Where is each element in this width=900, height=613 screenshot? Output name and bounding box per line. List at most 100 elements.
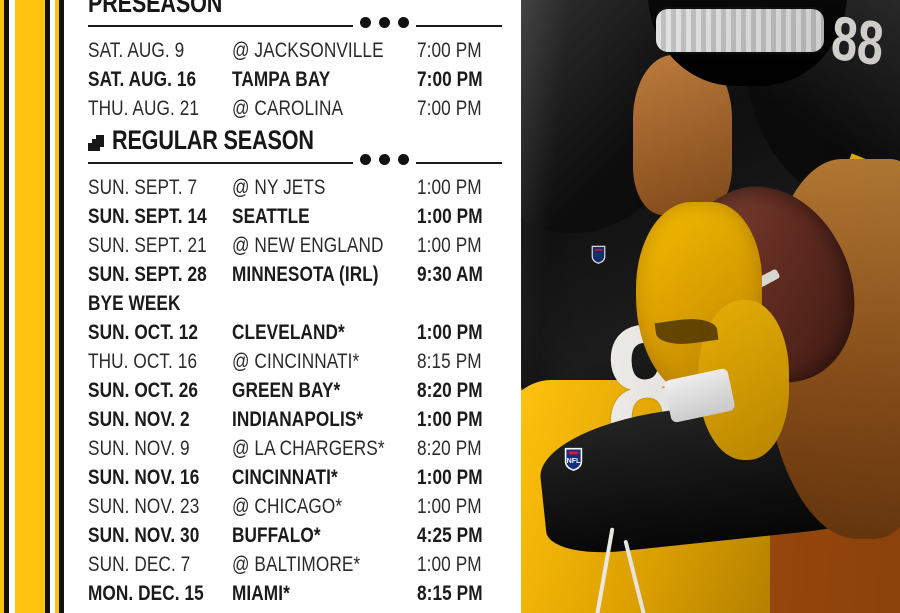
stripe-bar-0 (0, 0, 4, 613)
game-row[interactable]: SUN. NOV. 23 @ CHICAGO* 1:00 PM (72, 492, 518, 521)
nfl-shield-icon (591, 245, 605, 265)
stripe-bar-8 (64, 0, 72, 613)
game-opponent: SEATTLE (232, 205, 310, 228)
divider-dots (353, 17, 416, 28)
game-opponent: BUFFALO* (232, 524, 321, 547)
game-opponent: MIAMI* (232, 582, 290, 605)
stripe-bar-7 (59, 0, 64, 613)
section-title: REGULAR SEASON (112, 125, 314, 155)
game-date: SUN. NOV. 30 (88, 524, 200, 547)
player-action-photo: 88 88 NFL (518, 0, 900, 613)
game-row[interactable]: SUN. SEPT. 7 @ NY JETS 1:00 PM (72, 173, 518, 202)
game-row[interactable]: SAT. AUG. 9 @ JACKSONVILLE 7:00 PM (72, 36, 518, 65)
game-row[interactable]: SUN. OCT. 12 CLEVELAND* 1:00 PM (72, 318, 518, 347)
game-opponent: @ CINCINNATI* (232, 350, 360, 373)
game-date: MON. DEC. 15 (88, 582, 204, 605)
game-row[interactable]: SUN. SEPT. 28 MINNESOTA (IRL) 9:30 AM (72, 260, 518, 289)
game-opponent: @ NY JETS (232, 176, 326, 199)
game-time: 8:15 PM (417, 350, 482, 373)
game-row[interactable]: SUN. NOV. 9 @ LA CHARGERS* 8:20 PM (72, 434, 518, 463)
game-time: 1:00 PM (417, 408, 483, 431)
game-time: 7:00 PM (417, 97, 482, 120)
game-date: BYE WEEK (88, 292, 181, 315)
game-row[interactable]: SUN. DEC. 7 @ BALTIMORE* 1:00 PM (72, 550, 518, 579)
game-time: 4:25 PM (417, 524, 483, 547)
game-opponent: MINNESOTA (IRL) (232, 263, 379, 286)
left-edge-stripe-band (0, 0, 72, 613)
game-row[interactable]: SAT. AUG. 16 TAMPA BAY 7:00 PM (72, 65, 518, 94)
game-time: 1:00 PM (417, 495, 482, 518)
game-row[interactable]: SUN. SEPT. 21 @ NEW ENGLAND 1:00 PM (72, 231, 518, 260)
game-time: 1:00 PM (417, 176, 482, 199)
game-row[interactable]: MON. DEC. 15 MIAMI* 8:15 PM (72, 579, 518, 608)
game-date: THU. OCT. 16 (88, 350, 198, 373)
section-divider (88, 154, 502, 169)
divider-dots (353, 154, 416, 165)
game-opponent: @ JACKSONVILLE (232, 39, 384, 62)
game-date: SUN. NOV. 2 (88, 408, 190, 431)
game-date: SUN. SEPT. 7 (88, 176, 198, 199)
game-opponent: CINCINNATI* (232, 466, 338, 489)
game-row[interactable]: SUN. NOV. 2 INDIANAPOLIS* 1:00 PM (72, 405, 518, 434)
game-date: SUN. SEPT. 14 (88, 205, 207, 228)
game-date: SUN. NOV. 16 (88, 466, 200, 489)
section-regular-season: REGULAR SEASON SUN. SEPT. 7 @ NY JETS 1:00 … (72, 123, 518, 608)
stripe-bar-6 (55, 0, 59, 613)
game-row[interactable]: SUN. NOV. 30 BUFFALO* 4:25 PM (72, 521, 518, 550)
divider-dot (360, 17, 371, 28)
game-date: SUN. NOV. 23 (88, 495, 200, 518)
section-header-preseason: PRESEASON (72, 0, 518, 20)
section-header-regular-season: REGULAR SEASON (72, 123, 518, 157)
divider-dot (379, 154, 390, 165)
game-time: 1:00 PM (417, 553, 482, 576)
game-opponent: INDIANAPOLIS* (232, 408, 364, 431)
divider-dot (379, 17, 390, 28)
stripe-bar-1 (4, 0, 9, 613)
game-opponent: @ BALTIMORE* (232, 553, 361, 576)
game-list-regular-season: SUN. SEPT. 7 @ NY JETS 1:00 PM SUN. SEPT. 1… (72, 173, 518, 608)
game-opponent: @ CAROLINA (232, 97, 344, 120)
game-date: SUN. NOV. 9 (88, 437, 190, 460)
game-date: SUN. OCT. 26 (88, 379, 199, 402)
nfl-shield-icon: NFL (564, 448, 583, 472)
stripe-bar-2 (9, 0, 15, 613)
game-opponent: TAMPA BAY (232, 68, 331, 91)
game-row[interactable]: THU. OCT. 16 @ CINCINNATI* 8:15 PM (72, 347, 518, 376)
game-opponent: @ NEW ENGLAND (232, 234, 384, 257)
divider-dot (360, 154, 371, 165)
svg-text:NFL: NFL (566, 457, 580, 465)
stripe-bar-3 (15, 0, 45, 613)
stripe-bar-4 (45, 0, 50, 613)
schedule-column: PRESEASON SAT. AUG. 9 @ JACKSONVILLE 7:00 P… (72, 0, 518, 605)
checkered-flag-icon (88, 135, 104, 151)
jersey-shoulder-number: 88 (829, 3, 887, 80)
game-time: 8:15 PM (417, 582, 483, 605)
game-row[interactable]: SUN. SEPT. 14 SEATTLE 1:00 PM (72, 202, 518, 231)
game-time: 1:00 PM (417, 466, 483, 489)
photo-left-edge (518, 0, 521, 613)
game-time: 8:20 PM (417, 379, 483, 402)
game-row[interactable]: SUN. NOV. 16 CINCINNATI* 1:00 PM (72, 463, 518, 492)
divider-line (88, 162, 502, 164)
game-time: 7:00 PM (417, 68, 483, 91)
helmet-facemask (655, 9, 824, 53)
game-time: 1:00 PM (417, 234, 482, 257)
game-row[interactable]: SUN. OCT. 26 GREEN BAY* 8:20 PM (72, 376, 518, 405)
game-row[interactable]: BYE WEEK (72, 289, 518, 318)
game-opponent: CLEVELAND* (232, 321, 345, 344)
game-opponent: @ LA CHARGERS* (232, 437, 385, 460)
game-row[interactable]: THU. AUG. 21 @ CAROLINA 7:00 PM (72, 94, 518, 123)
game-opponent: @ CHICAGO* (232, 495, 343, 518)
game-list-preseason: SAT. AUG. 9 @ JACKSONVILLE 7:00 PM SAT. AUG… (72, 36, 518, 123)
game-time: 1:00 PM (417, 321, 483, 344)
stripe-bar-5 (50, 0, 55, 613)
game-date: SUN. OCT. 12 (88, 321, 199, 344)
game-date: SAT. AUG. 16 (88, 68, 197, 91)
game-date: THU. AUG. 21 (88, 97, 200, 120)
game-date: SAT. AUG. 9 (88, 39, 185, 62)
section-divider (88, 17, 502, 32)
game-date: SUN. SEPT. 21 (88, 234, 207, 257)
game-time: 7:00 PM (417, 39, 482, 62)
game-date: SUN. DEC. 7 (88, 553, 191, 576)
